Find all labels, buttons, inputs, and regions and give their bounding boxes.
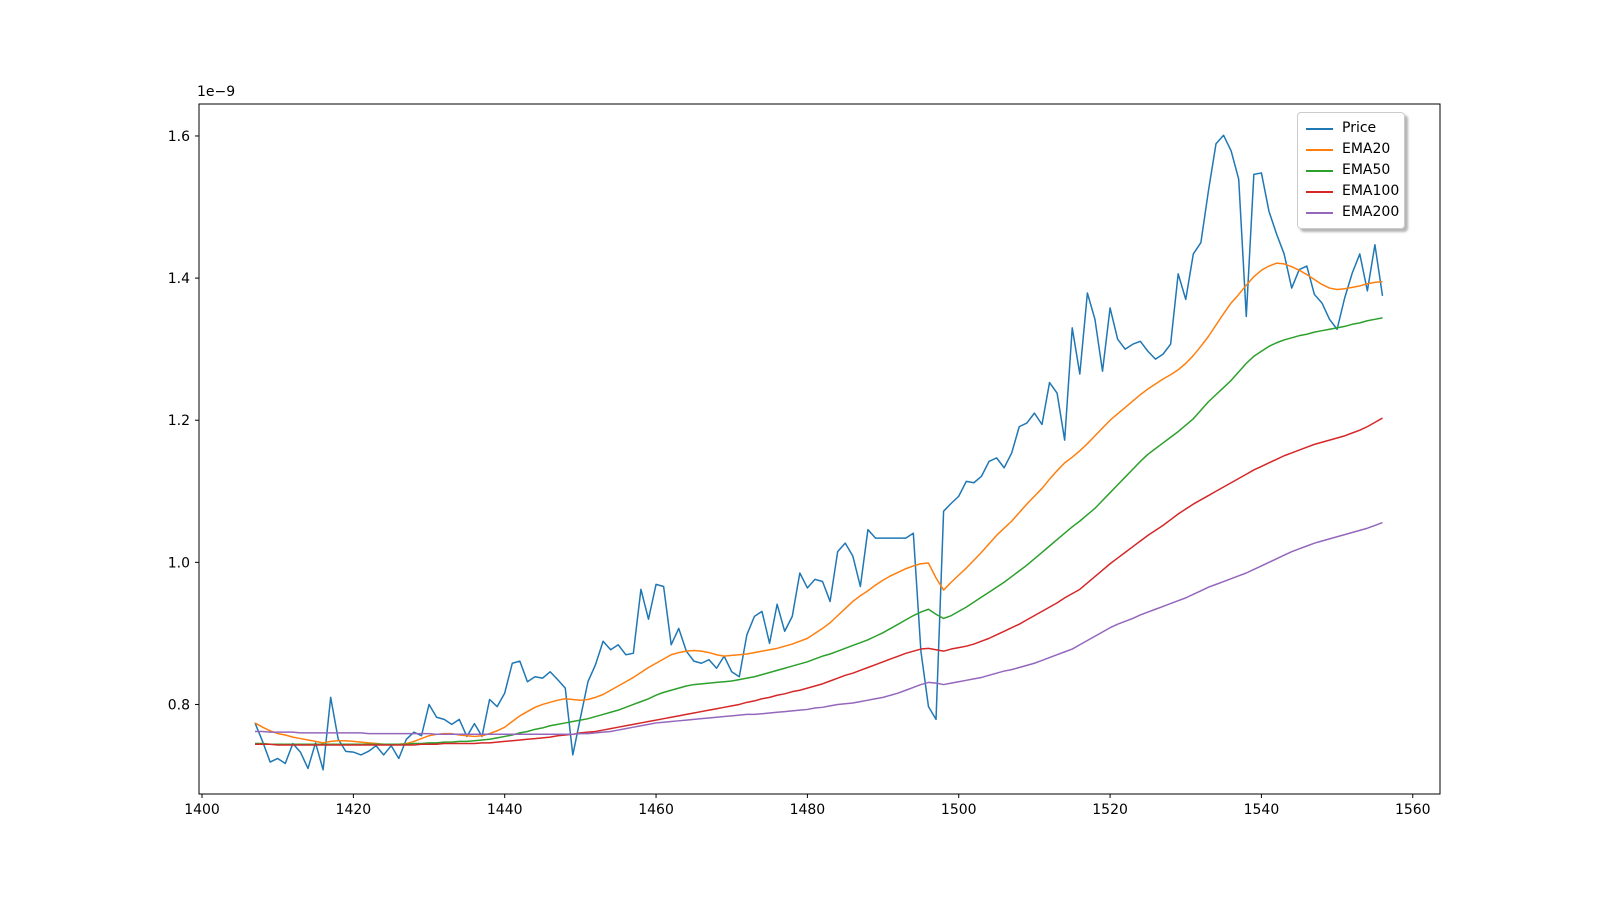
y-tick-label: 1.2 [168,413,190,429]
x-tick-label: 1540 [1244,802,1280,818]
x-tick-label: 1520 [1092,802,1128,818]
x-tick-label: 1440 [487,802,523,818]
series-line-ema50 [255,317,1383,746]
x-tick-label: 1420 [336,802,372,818]
y-tick-label: 0.8 [168,697,190,713]
x-tick-label: 1560 [1395,802,1431,818]
legend-label-ema20: EMA20 [1342,141,1391,157]
legend-label-ema200: EMA200 [1342,204,1400,220]
series-line-ema200 [255,521,1383,736]
series-line-ema100 [255,417,1383,746]
y-tick-label: 1.4 [168,271,190,287]
x-tick-label: 1500 [941,802,977,818]
series-line-ema20 [254,262,1383,746]
legend: Price EMA20 EMA50 EMA100 EMA200 [1297,112,1405,229]
legend-item-ema200: EMA200 [1306,202,1400,223]
axes-spines [198,103,1441,795]
x-tick-label: 1460 [638,802,674,818]
legend-line-sample-ema100 [1306,190,1333,193]
y-axis-offset-label: 1e−9 [197,84,235,100]
y-tick-label: 1.6 [168,129,190,145]
x-tick-label: 1480 [790,802,826,818]
legend-item-ema100: EMA100 [1306,181,1400,202]
legend-item-ema50: EMA50 [1306,160,1396,181]
legend-line-sample-price [1306,127,1333,130]
legend-line-sample-ema20 [1306,148,1333,151]
y-tick-label: 1.0 [168,555,190,571]
legend-line-sample-ema200 [1306,211,1333,214]
series-line-price [254,134,1384,771]
legend-label-ema100: EMA100 [1342,183,1400,199]
legend-item-ema20: EMA20 [1306,139,1396,160]
legend-label-price: Price [1342,120,1377,136]
legend-line-sample-ema50 [1306,169,1333,172]
legend-label-ema50: EMA50 [1342,162,1391,178]
x-tick-label: 1400 [184,802,220,818]
legend-item-price: Price [1306,118,1396,139]
